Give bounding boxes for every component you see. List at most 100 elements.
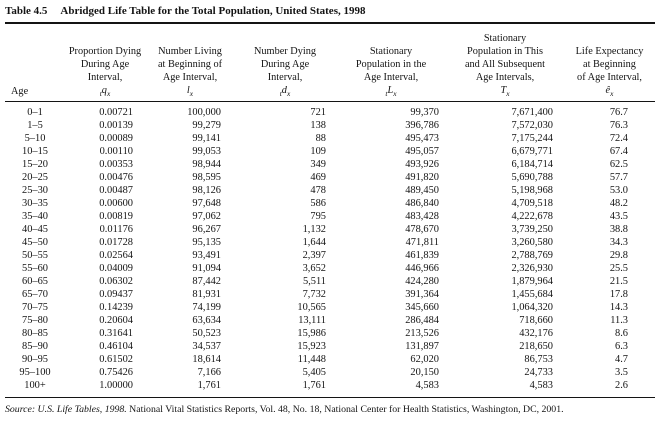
cell-lx: 96,267 bbox=[192, 223, 221, 235]
table-row: 90–95 0.61502 18,614 11,448 62,020 86,753 4.7 bbox=[5, 353, 655, 366]
cell-lx: 98,944 bbox=[192, 158, 221, 170]
cell-Lx: 495,473 bbox=[405, 132, 439, 144]
column-header-qx: Proportion Dying During Age Interval, tqx bbox=[65, 23, 145, 102]
cell-dx: 586 bbox=[310, 197, 326, 209]
cell-dx: 7,732 bbox=[302, 288, 326, 300]
table-caption: Abridged Life Table for the Total Popula… bbox=[60, 5, 366, 17]
cell-ex: 76.3 bbox=[609, 119, 628, 131]
cell-qx: 0.31641 bbox=[99, 327, 133, 339]
cell-dx: 15,923 bbox=[297, 340, 326, 352]
cell-age: 5–10 bbox=[24, 132, 46, 144]
source-citation: Source: U.S. Life Tables, 1998. bbox=[5, 403, 127, 415]
cell-lx: 99,141 bbox=[192, 132, 221, 144]
header-line: Population in the bbox=[355, 59, 427, 70]
table-row: 70–75 0.14239 74,199 10,565 345,660 1,064,320… bbox=[5, 301, 655, 314]
cell-lx: 87,442 bbox=[192, 275, 221, 287]
cell-Tx: 3,260,580 bbox=[511, 236, 553, 248]
table-title: Table 4.5 Abridged Life Table for the Tot… bbox=[5, 0, 650, 18]
life-table: Age Proportion Dying During Age Interval, tq… bbox=[5, 22, 655, 398]
cell-Tx: 5,198,968 bbox=[511, 184, 553, 196]
cell-age: 60–65 bbox=[22, 275, 48, 287]
cell-age: 40–45 bbox=[22, 223, 48, 235]
table-row: 80–85 0.31641 50,523 15,986 213,526 432,176 8.… bbox=[5, 327, 655, 340]
cell-dx: 10,565 bbox=[297, 301, 326, 313]
table-row: 0–1 0.00721 100,000 721 99,370 7,671,400 76.7 bbox=[5, 101, 655, 119]
cell-Tx: 432,176 bbox=[519, 327, 553, 339]
table-row: 15–20 0.00353 98,944 349 493,926 6,184,714 62.… bbox=[5, 158, 655, 171]
cell-lx: 98,595 bbox=[192, 171, 221, 183]
cell-dx: 2,397 bbox=[302, 249, 326, 261]
cell-qx: 0.00476 bbox=[99, 171, 133, 183]
cell-age: 10–15 bbox=[22, 145, 48, 157]
header-line: Interval, bbox=[267, 72, 303, 83]
cell-ex: 38.8 bbox=[609, 223, 628, 235]
cell-ex: 17.8 bbox=[609, 288, 628, 300]
cell-ex: 57.7 bbox=[609, 171, 628, 183]
cell-dx: 88 bbox=[315, 132, 326, 144]
cell-Tx: 7,175,244 bbox=[511, 132, 553, 144]
cell-Tx: 2,326,930 bbox=[511, 262, 553, 274]
cell-lx: 93,491 bbox=[192, 249, 221, 261]
cell-age: 65–70 bbox=[22, 288, 48, 300]
cell-age: 55–60 bbox=[22, 262, 48, 274]
table-row: 100+ 1.00000 1,761 1,761 4,583 4,583 2.6 bbox=[5, 379, 655, 398]
cell-age: 35–40 bbox=[22, 210, 48, 222]
cell-ex: 34.3 bbox=[609, 236, 628, 248]
table-row: 85–90 0.46104 34,537 15,923 131,897 218,650 6.… bbox=[5, 340, 655, 353]
cell-ex: 67.4 bbox=[609, 145, 628, 157]
table-row: 40–45 0.01176 96,267 1,132 478,670 3,739,250 3… bbox=[5, 223, 655, 236]
table-row: 25–30 0.00487 98,126 478 489,450 5,198,968 53.… bbox=[5, 184, 655, 197]
cell-dx: 795 bbox=[310, 210, 326, 222]
cell-lx: 100,000 bbox=[187, 106, 221, 118]
cell-qx: 0.00487 bbox=[99, 184, 133, 196]
header-line: at Beginning bbox=[583, 59, 636, 70]
table-row: 65–70 0.09437 81,931 7,732 391,364 1,455,684 1… bbox=[5, 288, 655, 301]
cell-Tx: 3,739,250 bbox=[511, 223, 553, 235]
header-line: Number Dying bbox=[253, 46, 317, 57]
cell-qx: 0.75426 bbox=[99, 366, 133, 378]
cell-dx: 5,511 bbox=[303, 275, 326, 287]
cell-Tx: 1,064,320 bbox=[511, 301, 553, 313]
cell-Lx: 20,150 bbox=[410, 366, 439, 378]
cell-Tx: 1,879,964 bbox=[511, 275, 553, 287]
cell-Tx: 7,572,030 bbox=[511, 119, 553, 131]
cell-dx: 1,761 bbox=[302, 379, 326, 391]
cell-Tx: 4,222,678 bbox=[511, 210, 553, 222]
cell-dx: 469 bbox=[310, 171, 326, 183]
cell-Tx: 5,690,788 bbox=[511, 171, 553, 183]
cell-Tx: 718,660 bbox=[519, 314, 553, 326]
header-line: Number Living bbox=[158, 46, 222, 57]
cell-Lx: 483,428 bbox=[405, 210, 439, 222]
cell-lx: 1,761 bbox=[197, 379, 221, 391]
cell-dx: 5,405 bbox=[302, 366, 326, 378]
cell-age: 90–95 bbox=[22, 353, 48, 365]
cell-Lx: 131,897 bbox=[405, 340, 439, 352]
cell-Lx: 286,484 bbox=[405, 314, 439, 326]
cell-age: 95–100 bbox=[19, 366, 51, 378]
cell-qx: 0.00139 bbox=[99, 119, 133, 131]
source-publication: National Vital Statistics Reports, Vol. … bbox=[126, 403, 564, 415]
cell-ex: 48.2 bbox=[609, 197, 628, 209]
cell-Tx: 6,184,714 bbox=[511, 158, 553, 170]
header-line: Age Intervals, bbox=[475, 72, 535, 83]
header-line: Stationary bbox=[369, 46, 413, 57]
header-line: During Age bbox=[260, 59, 310, 70]
cell-qx: 0.09437 bbox=[99, 288, 133, 300]
header-line: Stationary bbox=[483, 33, 527, 44]
cell-dx: 349 bbox=[310, 158, 326, 170]
table-row: 95–100 0.75426 7,166 5,405 20,150 24,733 3.5 bbox=[5, 366, 655, 379]
cell-Tx: 218,650 bbox=[519, 340, 553, 352]
header-line: Proportion Dying bbox=[68, 46, 142, 57]
cell-qx: 0.01176 bbox=[99, 223, 133, 235]
cell-qx: 0.04009 bbox=[99, 262, 133, 274]
column-header-Tx: Stationary Population in This and All Subs… bbox=[447, 23, 563, 102]
cell-ex: 2.6 bbox=[615, 379, 628, 391]
cell-Lx: 4,583 bbox=[415, 379, 439, 391]
header-line: Population in This bbox=[467, 46, 543, 57]
cell-ex: 3.5 bbox=[615, 366, 628, 378]
table-row: 1–5 0.00139 99,279 138 396,786 7,572,030 76.3 bbox=[5, 119, 655, 132]
cell-Lx: 478,670 bbox=[405, 223, 439, 235]
cell-ex: 11.3 bbox=[610, 314, 628, 326]
cell-dx: 1,644 bbox=[302, 236, 326, 248]
